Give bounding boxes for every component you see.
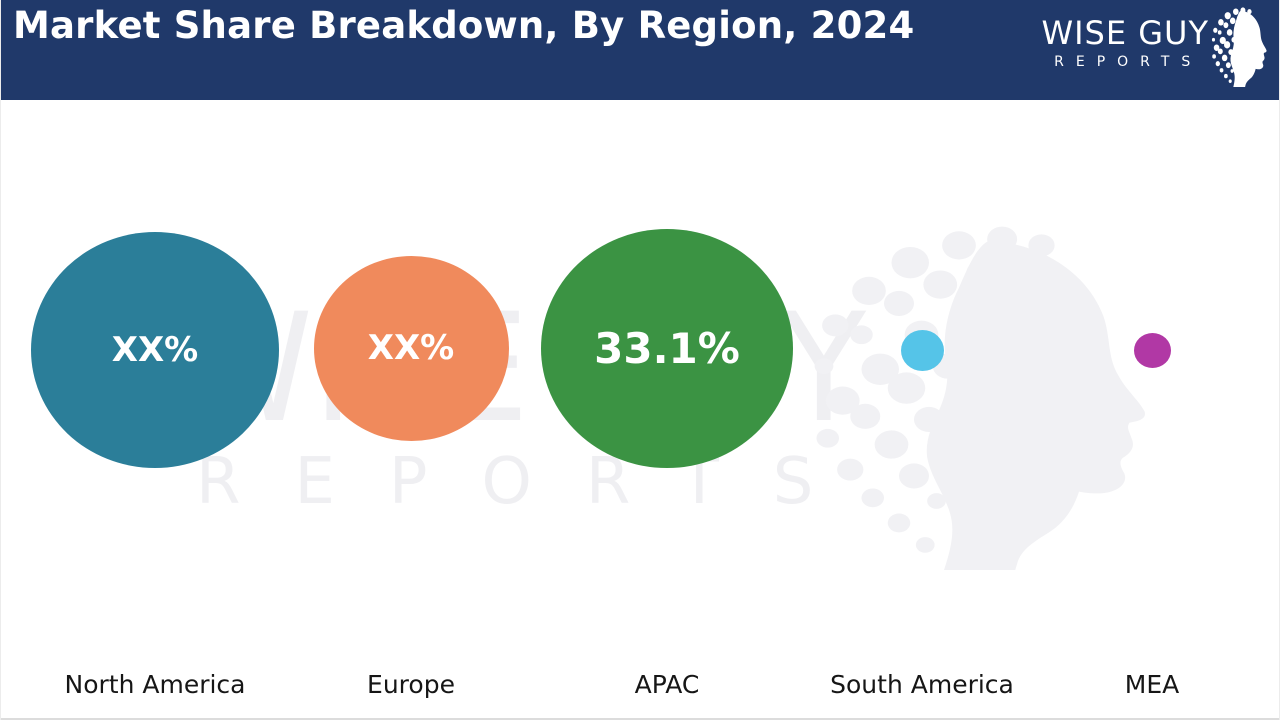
- brand-logo-text: WISE GUY REPORTS: [1041, 15, 1209, 70]
- bubble-value-label: XX%: [367, 328, 455, 368]
- header-bar: Market Share Breakdown, By Region, 2024 …: [1, 0, 1279, 100]
- bubble-north-america: XX%: [31, 232, 279, 468]
- page-title: Market Share Breakdown, By Region, 2024: [13, 4, 915, 47]
- watermark-subtext: REPORTS: [196, 445, 867, 519]
- logo-wordmark: WISE GUY: [1041, 14, 1209, 52]
- bubble-apac: 33.1%: [541, 228, 793, 468]
- category-label-mea: MEA: [1124, 670, 1180, 699]
- bubble-value-label: XX%: [111, 330, 199, 370]
- bubble-value-label: 33.1%: [594, 323, 740, 373]
- category-label-south-america: South America: [830, 670, 1014, 699]
- bubble-mea: [1133, 332, 1171, 368]
- wiseguy-head-icon: [1211, 7, 1273, 87]
- category-label-north-america: North America: [64, 670, 246, 699]
- category-label-europe: Europe: [367, 670, 455, 699]
- bubble-south-america: [900, 329, 944, 371]
- brand-logo: WISE GUY REPORTS: [1041, 7, 1273, 87]
- category-label-apac: APAC: [634, 670, 700, 699]
- logo-subtext: REPORTS: [1054, 53, 1203, 70]
- watermark-head-icon: [809, 225, 1184, 570]
- bubble-europe: XX%: [313, 255, 509, 441]
